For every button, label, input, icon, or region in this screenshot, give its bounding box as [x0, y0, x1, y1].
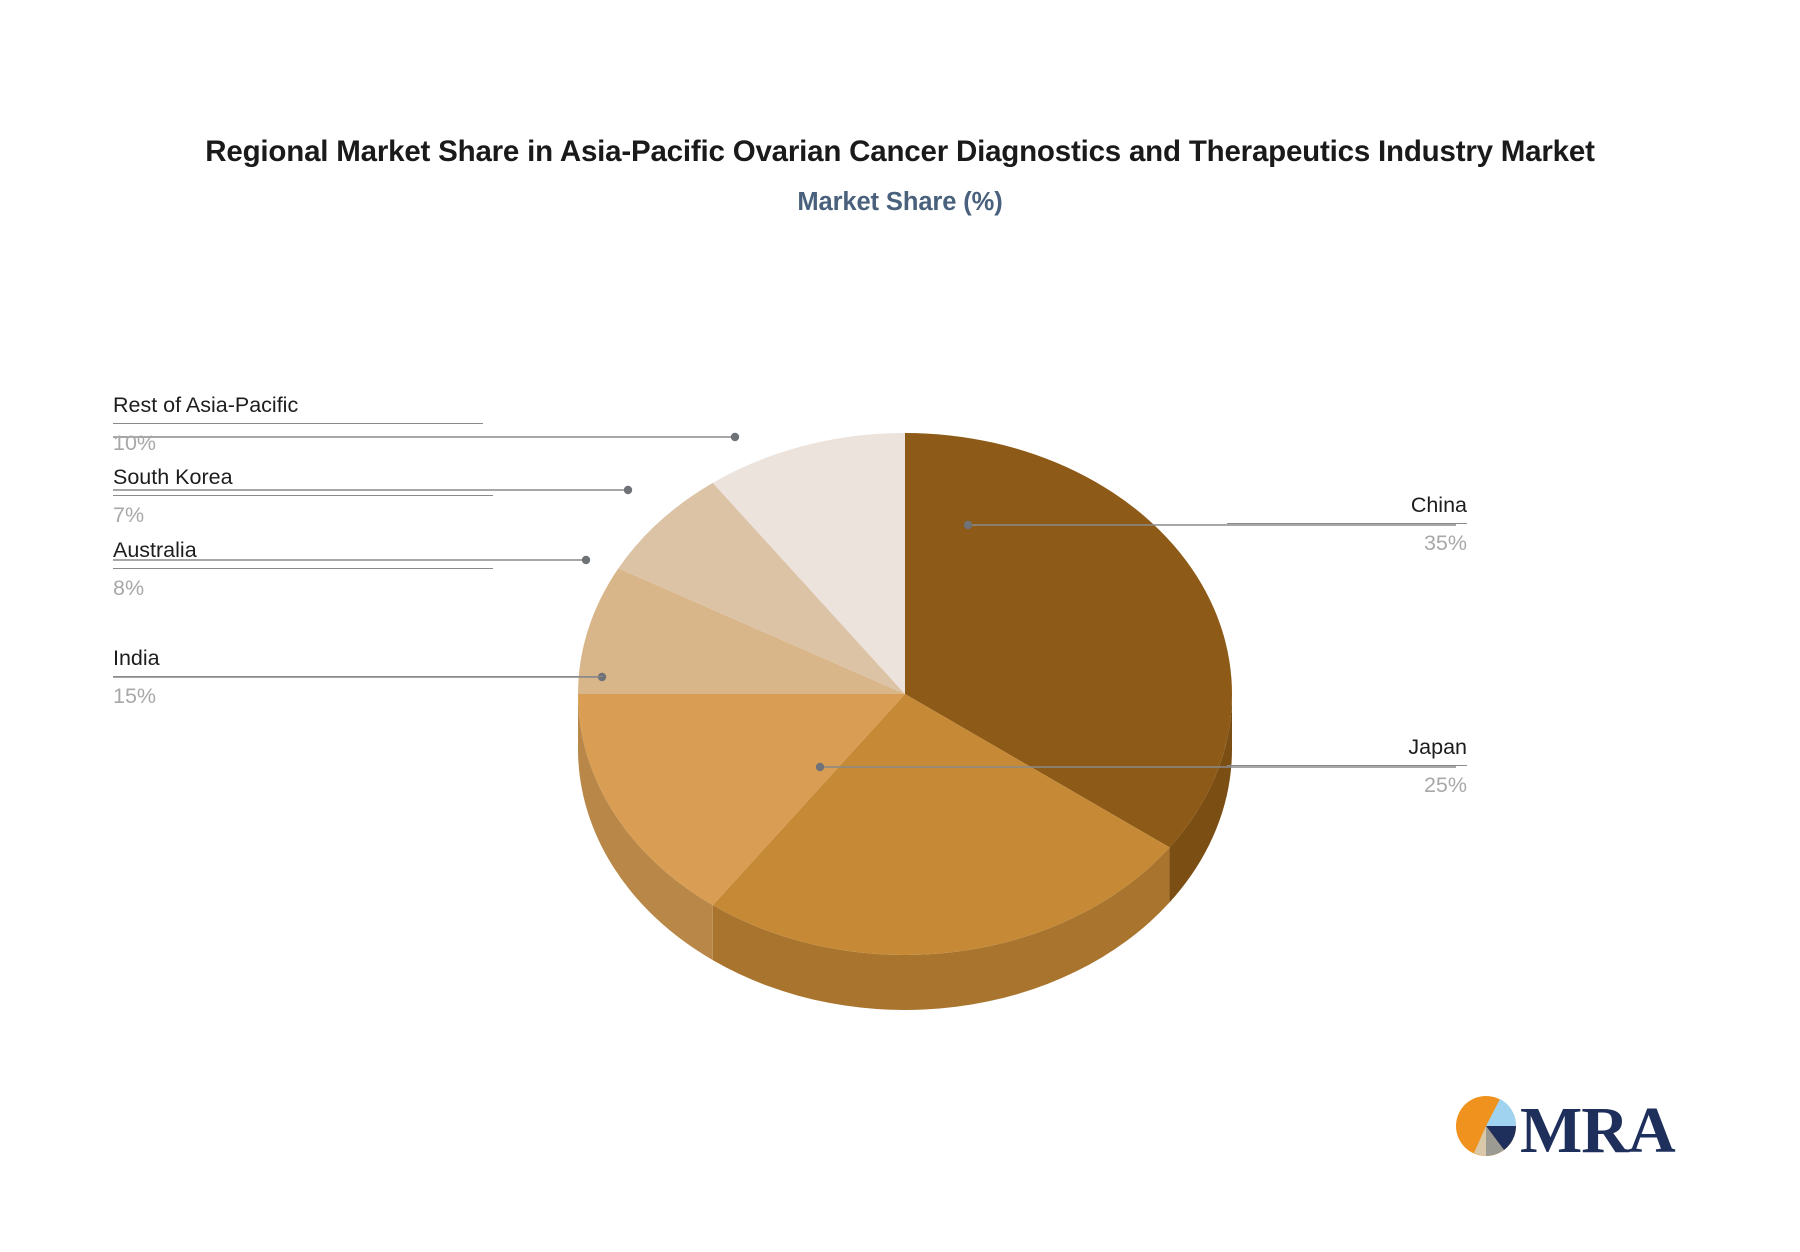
callout-rule: [113, 494, 493, 496]
callout-value: 7%: [113, 502, 145, 527]
callout-value: 35%: [1423, 530, 1467, 555]
pie-slice-side-japan: [712, 847, 1170, 1010]
mra-logo-text: MRA: [1520, 1094, 1676, 1164]
pie-slice-side-china: [1169, 694, 1232, 903]
callout-label: India: [113, 646, 160, 670]
pie-chart-icon: [1456, 1096, 1517, 1156]
pie-slice-india[interactable]: [578, 694, 905, 906]
leader-dot-china: [963, 520, 973, 530]
callout-south-korea: South Korea 7%: [113, 464, 493, 531]
callout-label: China: [1410, 493, 1467, 517]
callout-india: India 15%: [113, 645, 603, 712]
callout-rule: [1227, 764, 1467, 766]
callout-value: 25%: [1423, 772, 1467, 797]
callout-value: 8%: [113, 575, 145, 600]
callout-japan: Japan 25%: [1227, 734, 1467, 801]
title-block: Regional Market Share in Asia-Pacific Ov…: [150, 128, 1650, 217]
callout-rule: [113, 567, 493, 569]
callout-label: Australia: [113, 538, 197, 562]
callout-value: 15%: [113, 683, 157, 708]
pie-slice-japan[interactable]: [712, 694, 1170, 955]
chart-subtitle: Market Share (%): [797, 187, 1003, 216]
callout-rule: [113, 675, 603, 677]
callout-label: South Korea: [113, 465, 233, 489]
leader-lines: [113, 432, 1456, 772]
mra-logo: MRA: [1456, 1094, 1677, 1164]
callout-label: Rest of Asia-Pacific: [113, 393, 299, 417]
leader-dot-rest-of-asia-pacific: [730, 432, 740, 442]
callout-rule: [1227, 522, 1467, 524]
leader-dot-south-korea: [623, 485, 633, 495]
pie-slice-china[interactable]: [905, 433, 1232, 848]
callout-value: 10%: [113, 430, 157, 455]
pie-3d-sides: [578, 694, 1232, 1010]
callout-label: Japan: [1408, 735, 1467, 759]
leader-dot-india: [597, 672, 607, 682]
callout-rule: [113, 422, 483, 424]
pie-slice-side-india: [578, 694, 713, 961]
pie-slices: [578, 433, 1232, 955]
callout-australia: Australia 8%: [113, 537, 493, 604]
pie-slice-rest-of-asia-pacific[interactable]: [712, 433, 905, 694]
callout-china: China 35%: [1227, 492, 1467, 559]
pie-slice-australia[interactable]: [578, 568, 905, 694]
pie-slice-south-korea[interactable]: [618, 482, 905, 694]
leader-dot-australia: [581, 555, 591, 565]
page-title: Regional Market Share in Asia-Pacific Ov…: [205, 135, 1595, 168]
leader-dot-japan: [815, 762, 825, 772]
callout-rest-of-asia-pacific: Rest of Asia-Pacific 10%: [113, 392, 483, 459]
